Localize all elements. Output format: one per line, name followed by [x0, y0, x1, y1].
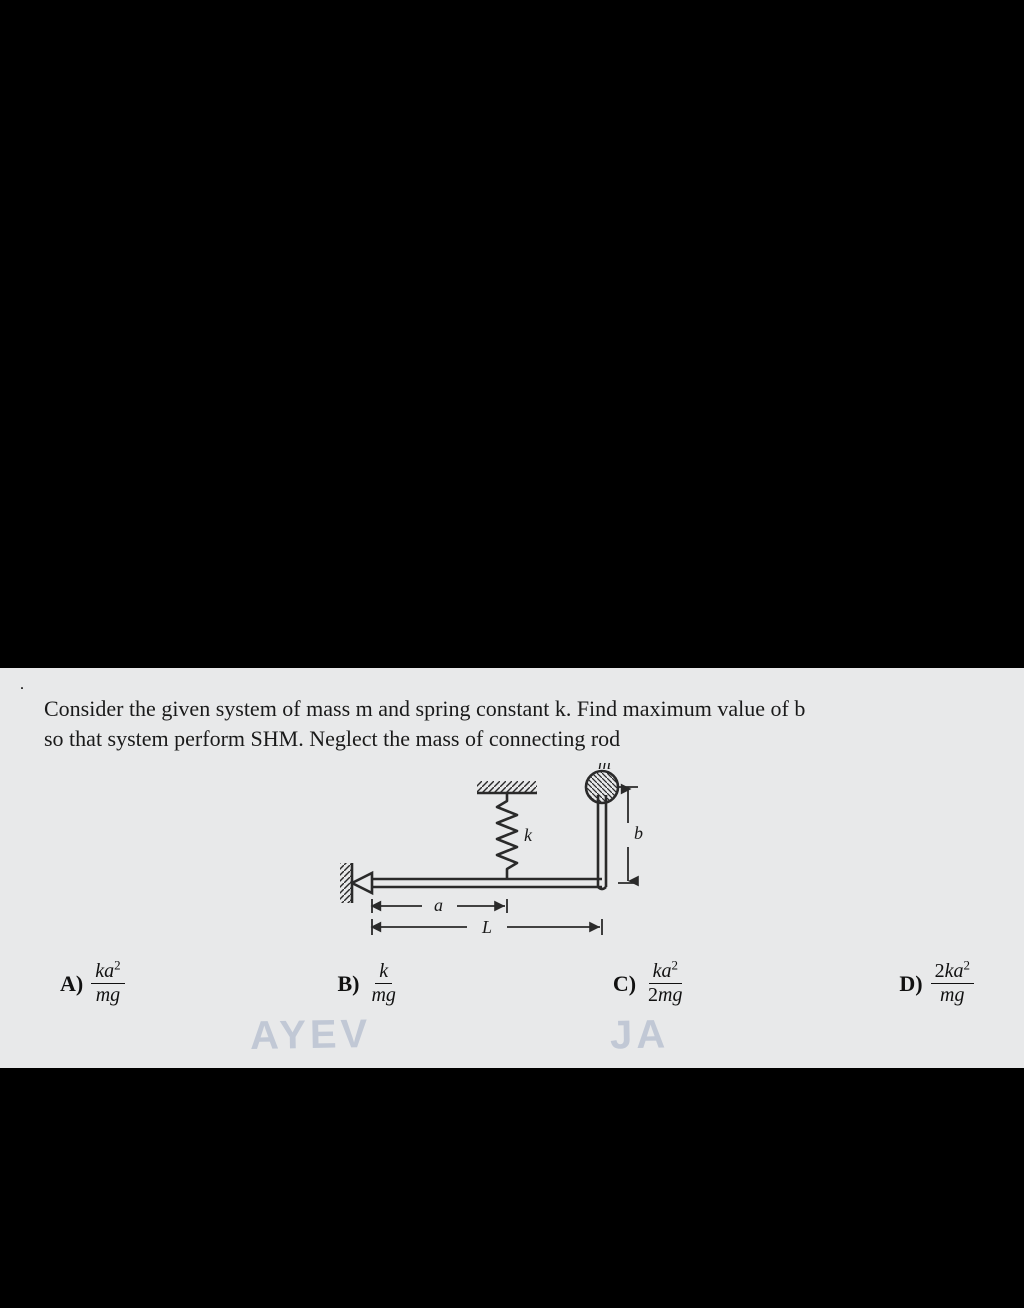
option-a[interactable]: A) ka2 mg — [60, 961, 125, 1006]
diagram-container: m k a — [20, 763, 1004, 953]
horizontal-rod — [372, 879, 602, 887]
option-a-label: A) — [60, 971, 83, 997]
option-a-frac: ka2 mg — [91, 961, 124, 1006]
question-line-2: so that system perform SHM. Neglect the … — [44, 726, 620, 751]
option-d-frac: 2ka2 mg — [931, 961, 974, 1006]
label-b: b — [634, 823, 643, 843]
spring — [497, 793, 517, 879]
spring-ceiling — [477, 781, 537, 793]
option-b-label: B) — [337, 971, 359, 997]
label-m: m — [598, 763, 611, 773]
option-d[interactable]: D) 2ka2 mg — [899, 961, 974, 1006]
watermark-left: AYEV — [250, 1012, 372, 1059]
vertical-rod — [598, 795, 606, 889]
option-c-label: C) — [613, 971, 636, 997]
lead-mark: . — [20, 676, 24, 693]
watermark-right: JA — [610, 1012, 670, 1058]
option-d-label: D) — [899, 971, 922, 997]
question-text: Consider the given system of mass m and … — [20, 694, 1004, 753]
mass-m — [586, 771, 618, 803]
question-line-1: Consider the given system of mass m and … — [44, 696, 805, 721]
option-b[interactable]: B) k mg — [337, 961, 399, 1006]
question-panel: . Consider the given system of mass m an… — [0, 668, 1024, 1068]
options-row: A) ka2 mg B) k mg C) ka2 2mg D) 2ka2 mg — [20, 961, 1004, 1006]
option-c-frac: ka2 2mg — [644, 961, 686, 1006]
label-k: k — [524, 825, 533, 845]
pivot-support — [340, 863, 372, 903]
label-L: L — [481, 917, 492, 937]
option-b-frac: k mg — [367, 961, 399, 1006]
option-c[interactable]: C) ka2 2mg — [613, 961, 687, 1006]
label-a: a — [434, 895, 443, 915]
system-diagram: m k a — [302, 763, 722, 953]
